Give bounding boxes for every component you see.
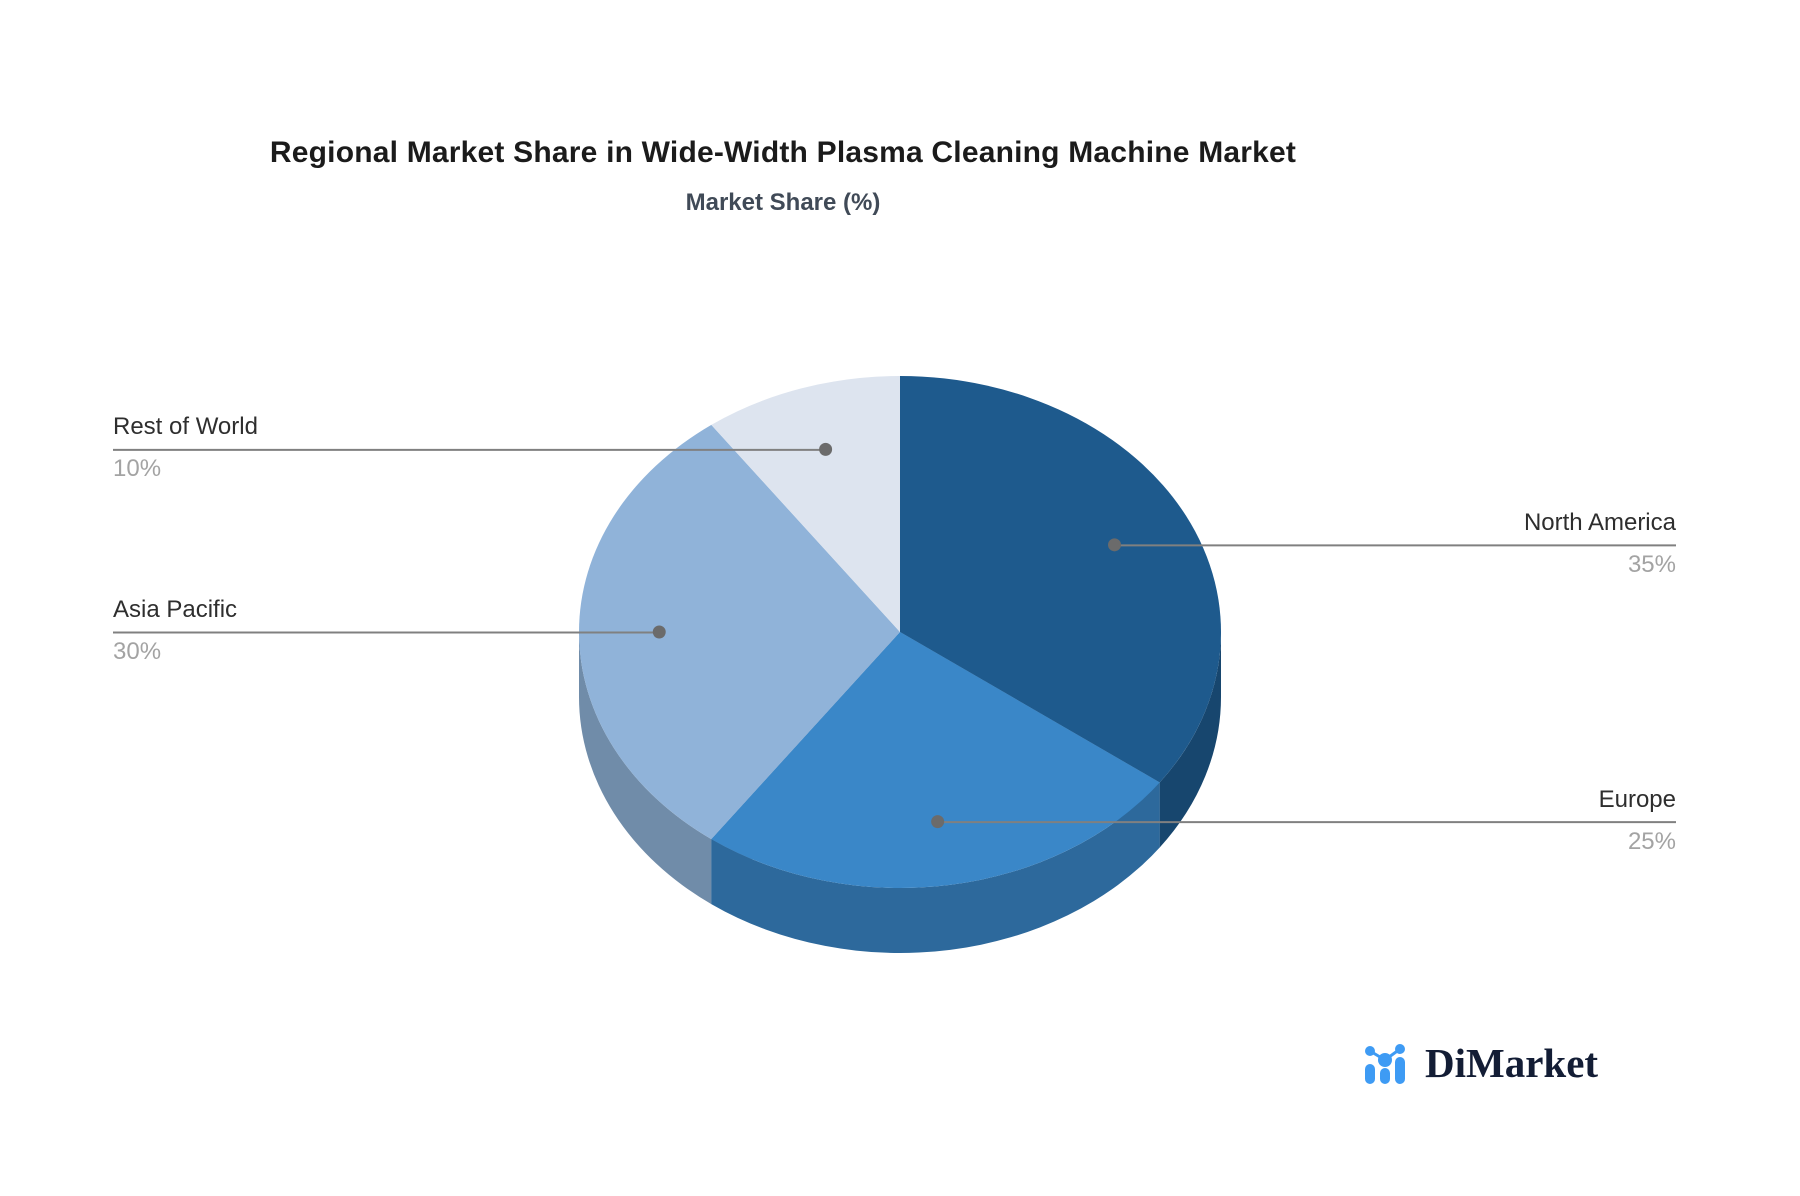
leader-dot: [819, 442, 833, 456]
dimarket-logo: DiMarket: [1360, 1038, 1598, 1088]
pie-slice-asia-pacific[interactable]: [578, 424, 900, 840]
slice-label-value: 35%: [1627, 550, 1676, 578]
slice-label-value: 10%: [113, 455, 162, 483]
leader-dot: [1108, 538, 1122, 552]
slice-label-europe: Europe 25%: [1599, 786, 1676, 854]
chart-title: Regional Market Share in Wide-Width Plas…: [269, 136, 1297, 169]
slice-label-name: North America: [1523, 508, 1676, 536]
chart-subtitle: Market Share (%): [685, 189, 881, 216]
leader-dot: [931, 815, 945, 829]
slice-label-asia-pacific: Asia Pacific 30%: [113, 596, 237, 664]
pie-slice-outer-wall: [1159, 632, 1221, 848]
pie-slice-europe[interactable]: [711, 632, 1160, 888]
slice-label-name: Europe: [1598, 785, 1676, 813]
slice-label-value: 30%: [113, 638, 162, 665]
slice-label-value: 25%: [1627, 827, 1676, 855]
dimarket-logo-text: DiMarket: [1425, 1040, 1599, 1086]
slice-label-rest-of-world: Rest of World 10%: [113, 413, 258, 481]
pie-slice-outer-wall: [711, 782, 1160, 953]
pie-slice-rest-of-world[interactable]: [711, 376, 900, 632]
slice-label-name: Asia Pacific: [113, 596, 238, 623]
slice-label-name: Rest of World: [113, 413, 258, 441]
pie-slice-north-america[interactable]: [900, 376, 1221, 783]
slice-label-north-america: North America 35%: [1524, 509, 1676, 577]
leader-dot: [652, 625, 666, 639]
pie-slice-outer-wall: [579, 632, 712, 905]
dimarket-logo-icon: [1365, 1044, 1405, 1084]
